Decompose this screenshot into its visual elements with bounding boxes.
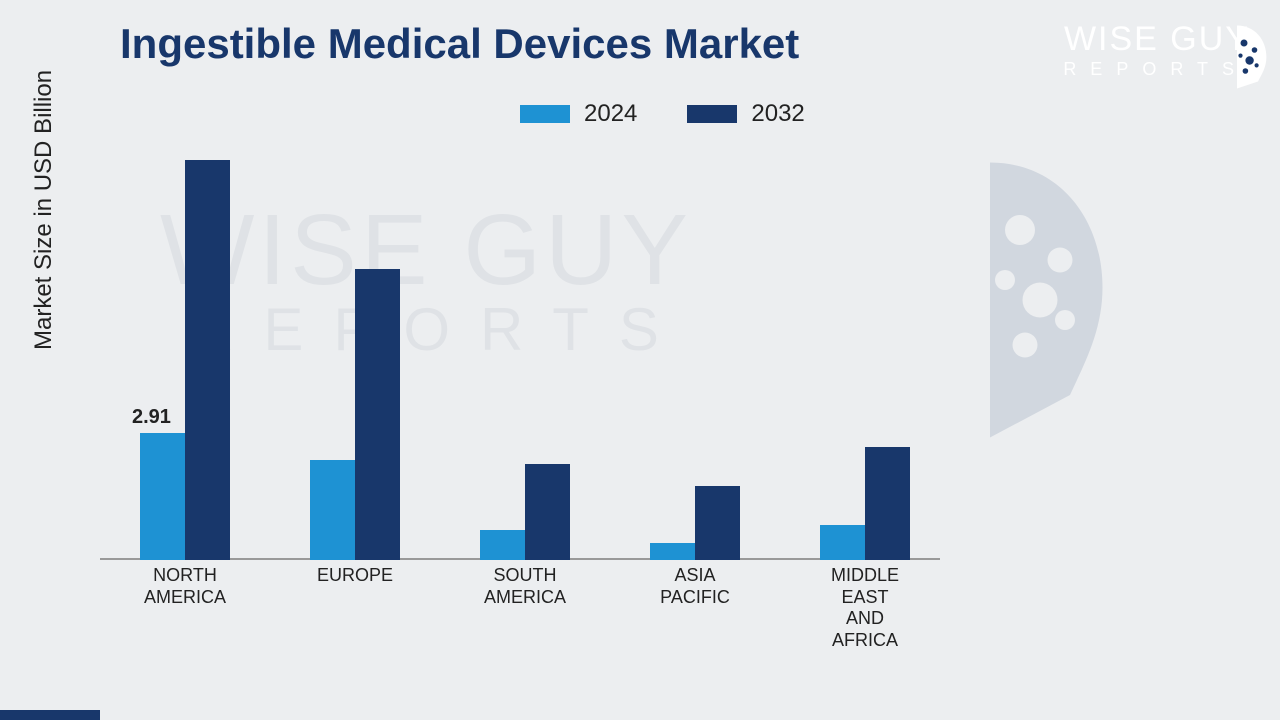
category-label: MIDDLEEASTANDAFRICA [795, 565, 935, 651]
bar-2024 [820, 525, 865, 560]
chart-title: Ingestible Medical Devices Market [120, 20, 799, 68]
bar-2032 [695, 486, 740, 560]
bar-chart: NORTHAMERICA2.91EUROPESOUTHAMERICAASIAPA… [100, 160, 940, 560]
bar-group [300, 269, 410, 560]
bar-group [810, 447, 920, 560]
legend-swatch-2032 [687, 105, 737, 123]
category-label: NORTHAMERICA [115, 565, 255, 608]
logo-text-bottom: REPORTS [1063, 59, 1250, 80]
y-axis-label: Market Size in USD Billion [30, 70, 58, 350]
category-label: EUROPE [285, 565, 425, 587]
legend-label-2032: 2032 [751, 100, 804, 128]
brand-panel [1050, 0, 1280, 720]
bar-group [130, 160, 240, 560]
legend-label-2024: 2024 [584, 100, 637, 128]
bar-group [640, 486, 750, 560]
bar-2024 [480, 530, 525, 560]
legend-item-2032: 2032 [687, 100, 804, 128]
bar-2032 [525, 464, 570, 560]
legend: 2024 2032 [520, 100, 805, 128]
category-label: ASIAPACIFIC [625, 565, 765, 608]
bar-2032 [865, 447, 910, 560]
bar-2024 [140, 433, 185, 560]
legend-swatch-2024 [520, 105, 570, 123]
bar-2032 [355, 269, 400, 560]
footer-accent-bar [0, 710, 100, 720]
bar-2032 [185, 160, 230, 560]
bar-2024 [650, 543, 695, 560]
bar-value-label: 2.91 [132, 406, 171, 429]
bar-2024 [310, 460, 355, 560]
brand-logo: WISE GUY REPORTS [1063, 20, 1250, 80]
bar-group [470, 464, 580, 560]
logo-text-top: WISE GUY [1063, 20, 1250, 59]
category-label: SOUTHAMERICA [455, 565, 595, 608]
legend-item-2024: 2024 [520, 100, 637, 128]
